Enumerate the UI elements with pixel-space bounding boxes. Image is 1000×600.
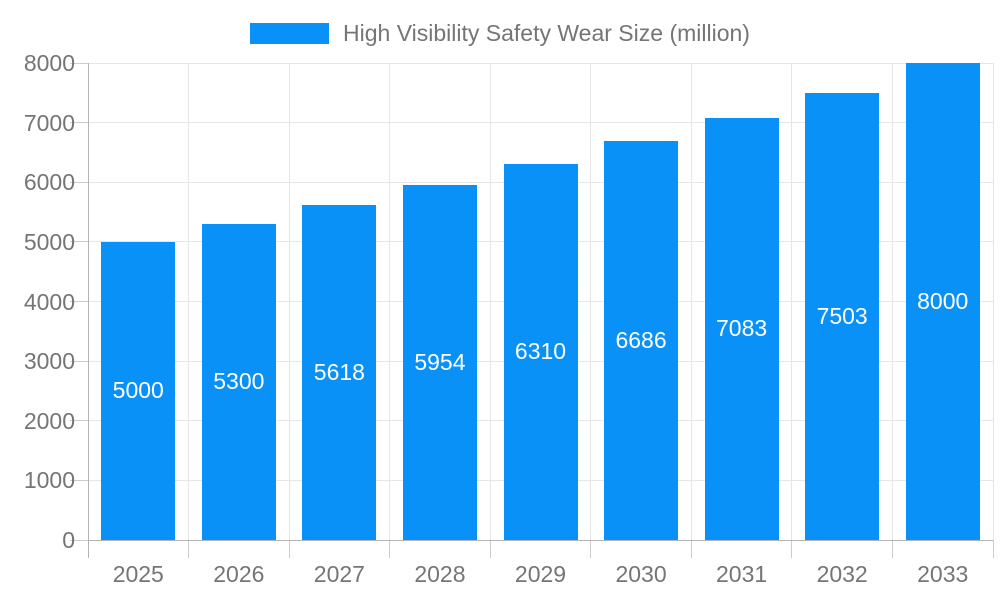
x-axis-label: 2026 xyxy=(213,561,265,587)
x-gridline xyxy=(992,63,994,540)
x-gridline xyxy=(690,63,692,540)
x-axis-tick xyxy=(389,540,391,558)
bar-value-label: 6310 xyxy=(514,338,567,365)
y-axis-tick xyxy=(70,241,88,243)
legend: High Visibility Safety Wear Size (millio… xyxy=(0,20,1000,47)
x-axis-tick xyxy=(791,540,793,558)
y-axis-tick xyxy=(70,479,88,481)
x-axis-label: 2031 xyxy=(716,561,768,587)
y-axis-tick xyxy=(70,539,88,541)
legend-label: High Visibility Safety Wear Size (millio… xyxy=(343,20,750,46)
x-axis-label: 2025 xyxy=(112,561,164,587)
x-gridline xyxy=(188,63,190,540)
bar-value-label: 6686 xyxy=(615,327,667,354)
bar: 5300 xyxy=(201,223,276,540)
x-axis-baseline xyxy=(88,539,993,541)
y-axis-tick xyxy=(70,62,88,64)
x-axis-tick xyxy=(489,540,491,558)
y-axis-tick xyxy=(70,301,88,302)
bar: 5618 xyxy=(302,205,377,540)
bar: 5954 xyxy=(402,184,477,540)
y-axis-tick xyxy=(70,181,88,183)
y-gridline xyxy=(88,122,993,124)
x-gridline xyxy=(791,63,793,540)
x-axis-tick xyxy=(590,540,592,558)
y-axis-label: 0 xyxy=(62,527,75,553)
bar: 7503 xyxy=(805,92,880,540)
y-axis-label: 5000 xyxy=(23,228,75,255)
bar: 7083 xyxy=(704,117,779,540)
y-axis-label: 3000 xyxy=(23,348,75,375)
x-axis-label: 2029 xyxy=(514,561,567,587)
bar-value-label: 7503 xyxy=(816,302,868,329)
bar-value-label: 5954 xyxy=(414,348,466,375)
bar: 8000 xyxy=(905,63,980,540)
bar-value-label: 8000 xyxy=(917,288,969,314)
x-gridline xyxy=(389,63,391,540)
legend-swatch xyxy=(250,23,330,44)
bar-value-label: 5300 xyxy=(213,368,265,395)
y-axis-tick xyxy=(70,122,88,124)
x-axis-label: 2028 xyxy=(414,561,466,587)
y-axis-label: 2000 xyxy=(23,407,75,434)
bar-value-label: 7083 xyxy=(716,315,768,342)
x-axis-tick xyxy=(891,540,893,558)
x-gridline xyxy=(489,63,491,540)
x-axis-tick xyxy=(992,540,994,558)
x-axis-tick xyxy=(188,540,190,558)
x-axis-label: 2030 xyxy=(615,561,667,587)
x-axis-label: 2033 xyxy=(917,561,969,587)
x-gridline xyxy=(288,63,290,540)
y-axis-label: 8000 xyxy=(23,50,75,76)
x-axis-tick xyxy=(690,540,692,558)
y-axis-label: 1000 xyxy=(23,467,75,494)
bar: 6310 xyxy=(503,163,578,540)
y-axis-line xyxy=(87,63,89,558)
x-axis-label: 2027 xyxy=(313,561,365,587)
y-axis-label: 7000 xyxy=(23,109,75,136)
x-gridline xyxy=(891,63,893,540)
bar-value-label: 5618 xyxy=(313,359,365,385)
bar: 6686 xyxy=(604,141,679,540)
bar-value-label: 5000 xyxy=(112,377,164,404)
y-axis-label: 4000 xyxy=(23,288,75,315)
bar: 5000 xyxy=(101,241,176,540)
y-gridline xyxy=(88,62,993,64)
x-axis-tick xyxy=(288,540,290,558)
y-axis-tick xyxy=(70,420,88,422)
y-axis-label: 6000 xyxy=(23,169,75,196)
x-gridline xyxy=(590,63,592,540)
y-axis-tick xyxy=(70,360,88,362)
x-axis-label: 2032 xyxy=(816,561,868,587)
